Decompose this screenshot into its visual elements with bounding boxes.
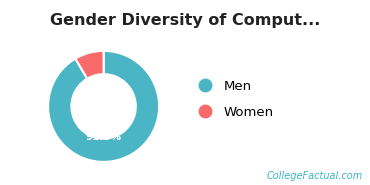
Text: CollegeFactual.com: CollegeFactual.com	[266, 171, 363, 181]
Wedge shape	[48, 51, 159, 162]
Text: Gender Diversity of Comput...: Gender Diversity of Comput...	[50, 13, 320, 28]
Text: 91.5%: 91.5%	[85, 132, 122, 142]
Wedge shape	[75, 51, 104, 79]
Legend: Men, Women: Men, Women	[186, 75, 279, 124]
